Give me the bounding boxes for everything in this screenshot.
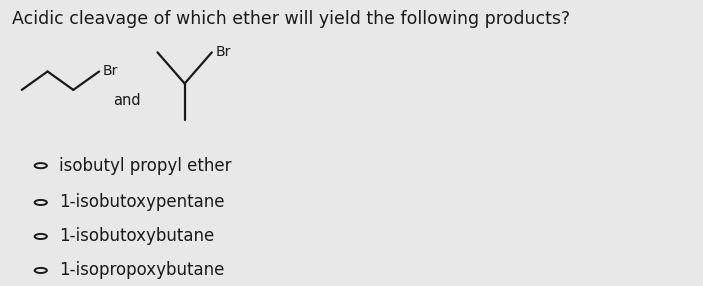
Text: Acidic cleavage of which ether will yield the following products?: Acidic cleavage of which ether will yiel… xyxy=(11,10,569,28)
Text: 1-isobutoxypentane: 1-isobutoxypentane xyxy=(59,193,224,211)
Text: Br: Br xyxy=(103,64,118,78)
Text: Br: Br xyxy=(215,45,231,59)
Text: and: and xyxy=(113,93,141,108)
Text: 1-isopropoxybutane: 1-isopropoxybutane xyxy=(59,261,224,279)
Text: 1-isobutoxybutane: 1-isobutoxybutane xyxy=(59,227,214,245)
Text: isobutyl propyl ether: isobutyl propyl ether xyxy=(59,157,231,175)
